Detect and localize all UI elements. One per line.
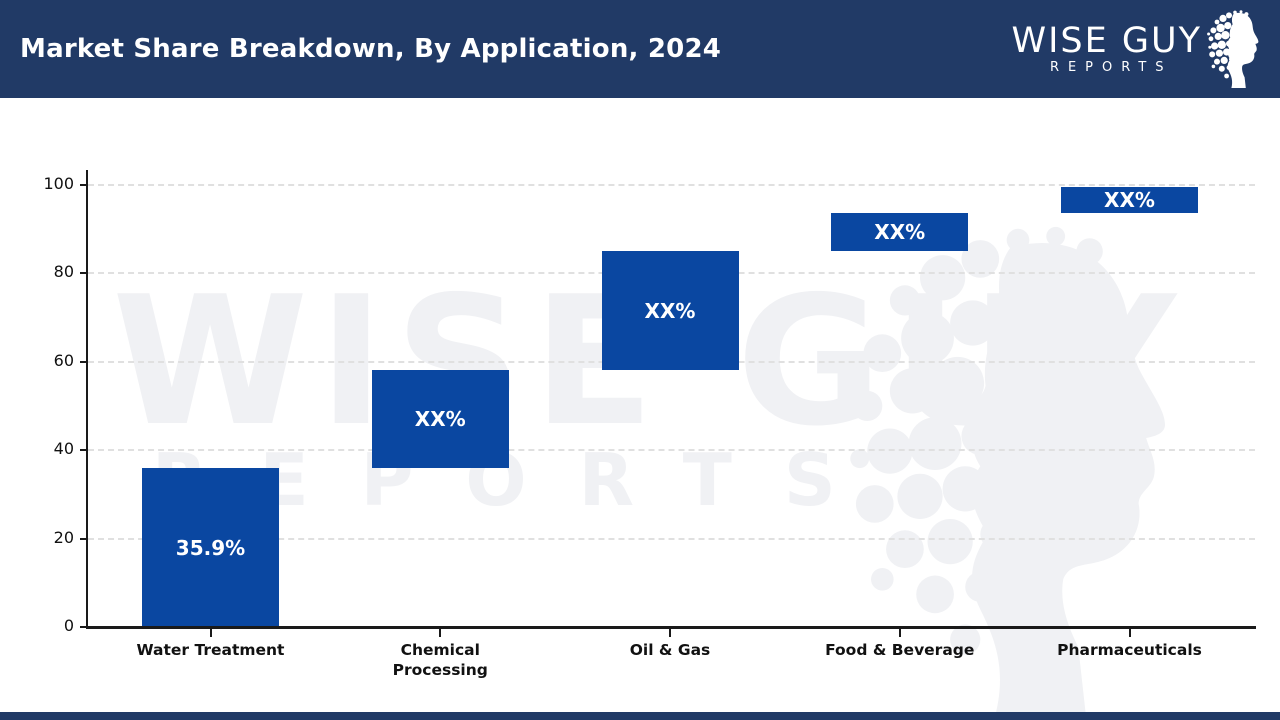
y-tick-60: [80, 360, 88, 363]
wise-guy-reports-logo: WISE GUY REPORTS: [1011, 10, 1266, 88]
y-tick-label-80: 80: [53, 262, 74, 282]
y-tick-40: [80, 449, 88, 452]
y-tick-label-40: 40: [53, 439, 74, 459]
bar-label-pharmaceuticals: XX%: [1104, 188, 1155, 213]
bar-pharmaceuticals: XX%: [1061, 187, 1198, 214]
logo-reports-text: REPORTS: [1049, 60, 1173, 76]
bar-label-oil-gas: XX%: [644, 298, 696, 323]
bar-water-treatment: 35.9%: [142, 468, 279, 627]
category-label-chemical-processing: Chemical Processing: [392, 641, 488, 680]
bar-label-water-treatment: 35.9%: [175, 535, 246, 560]
y-axis-line: [86, 170, 88, 629]
bar-label-chemical-processing: XX%: [414, 407, 466, 432]
y-tick-label-20: 20: [53, 527, 74, 547]
logo-wise-guy-text: WISE GUY: [1011, 20, 1202, 61]
bar-chemical-processing: XX%: [371, 369, 509, 469]
gridline-40: [88, 449, 1255, 452]
y-tick-label-100: 100: [43, 174, 74, 193]
bar-oil-gas: XX%: [601, 251, 739, 370]
page-title: Market Share Breakdown, By Application, …: [20, 34, 722, 64]
bar-label-food-beverage: XX%: [874, 220, 926, 245]
y-tick-label-60: 60: [53, 350, 74, 370]
category-label-pharmaceuticals: Pharmaceuticals: [1057, 641, 1202, 659]
y-tick-20: [80, 537, 88, 540]
x-axis-line: [86, 626, 1256, 629]
category-label-food-beverage: Food & Beverage: [825, 641, 975, 659]
header-bar: Market Share Breakdown, By Application, …: [0, 0, 1280, 98]
x-tick-water-treatment: [209, 629, 212, 637]
x-tick-chemical-processing: [439, 629, 442, 637]
logo-text: WISE GUY REPORTS: [1011, 20, 1202, 76]
footer-bar: [0, 712, 1280, 720]
x-tick-oil-gas: [669, 629, 671, 637]
y-tick-0: [80, 626, 88, 628]
logo-head-icon: [1207, 10, 1259, 88]
category-label-water-treatment: Water Treatment: [136, 641, 285, 659]
y-tick-100: [80, 184, 88, 186]
gridline-100: [88, 184, 1255, 186]
y-tick-80: [80, 272, 88, 275]
y-tick-label-0: 0: [63, 616, 74, 635]
x-tick-pharmaceuticals: [1128, 629, 1131, 637]
category-label-oil-gas: Oil & Gas: [629, 641, 711, 659]
gridline-20: [88, 537, 1255, 540]
bar-food-beverage: XX%: [831, 213, 969, 252]
x-tick-food-beverage: [898, 629, 901, 637]
